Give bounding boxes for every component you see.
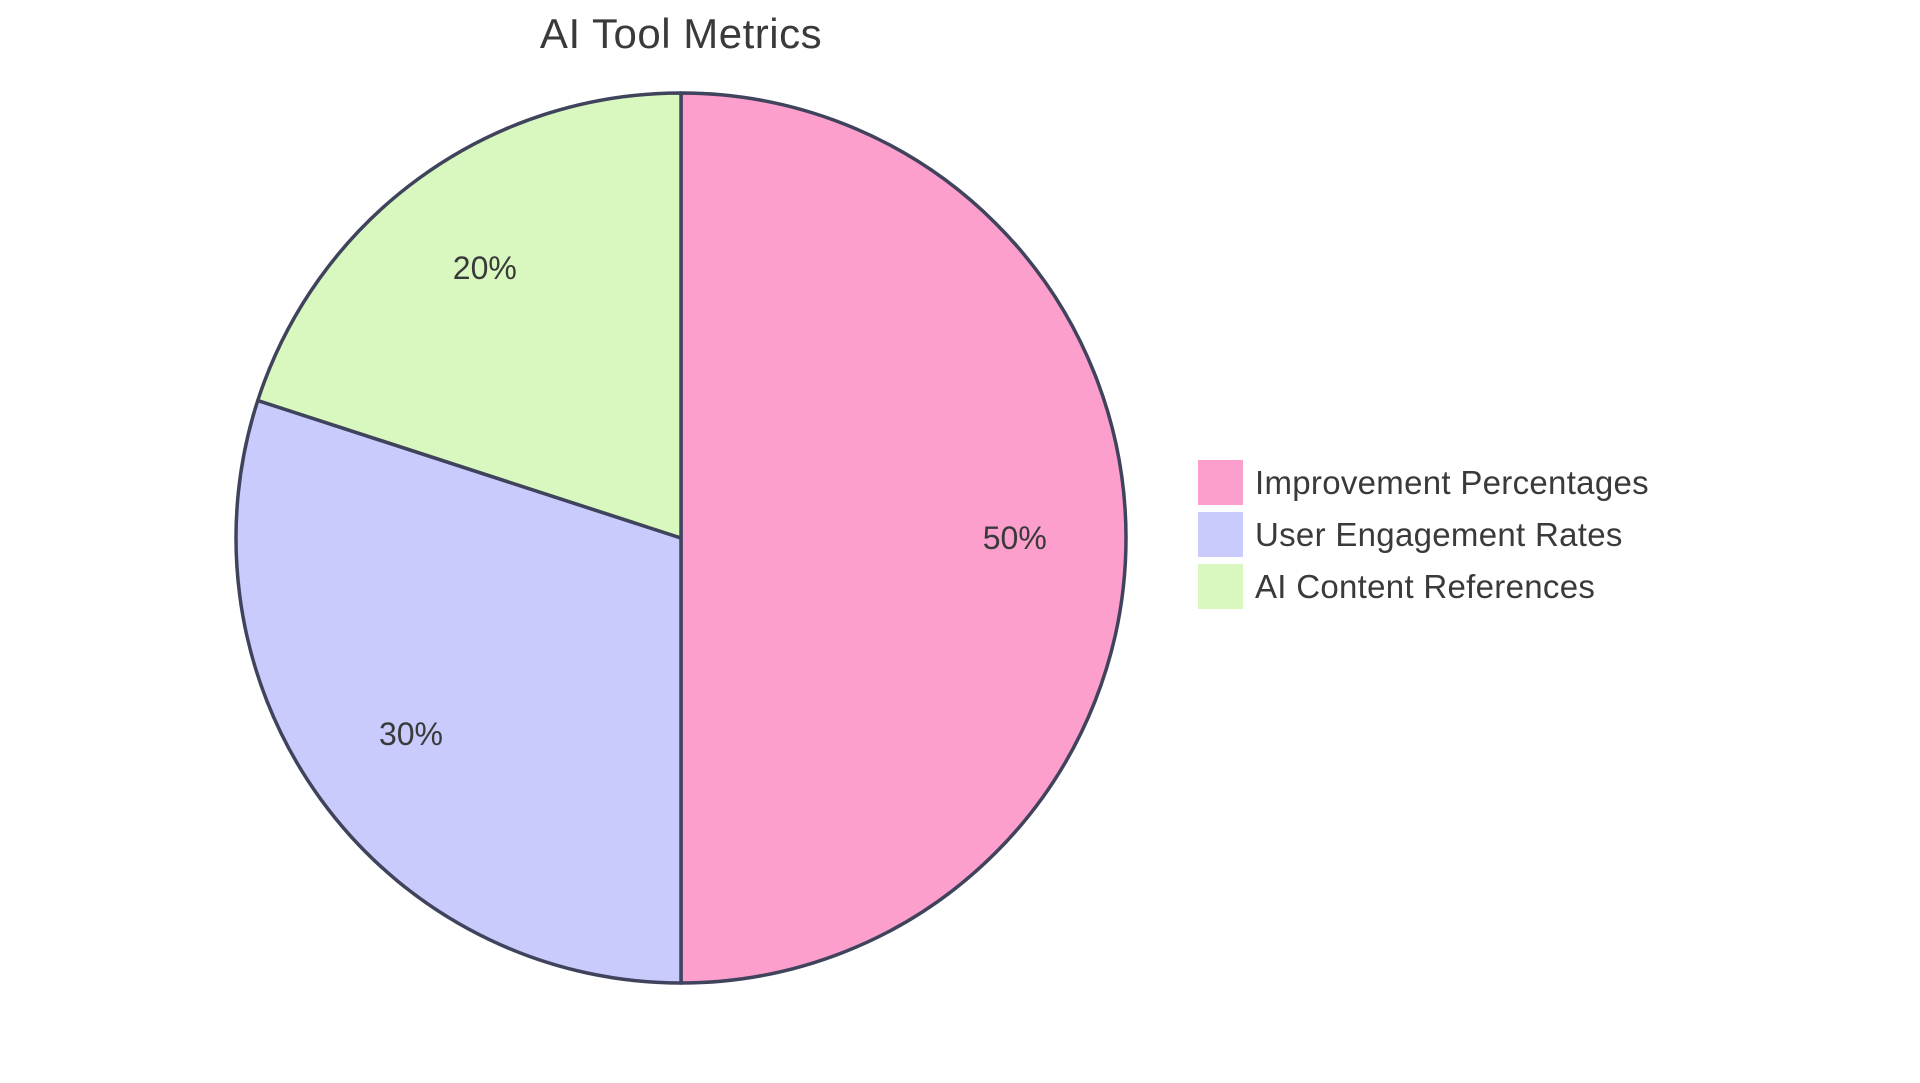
pie-slice-1: [679, 91, 1128, 985]
legend-item-2: User Engagement Rates: [1198, 512, 1649, 557]
pie-slice-2: [234, 398, 683, 985]
pie-slice-3: [256, 91, 683, 540]
chart-title: AI Tool Metrics: [539, 10, 823, 57]
legend-item-1: Improvement Percentages: [1198, 460, 1649, 505]
legend: Improvement Percentages User Engagement R…: [1198, 460, 1649, 616]
slice-percent-label: 50%: [983, 520, 1047, 556]
legend-swatch: [1198, 512, 1243, 557]
legend-label: AI Content References: [1255, 567, 1596, 605]
legend-swatch: [1198, 564, 1243, 609]
slice-percent-label: 20%: [453, 250, 517, 286]
legend-label: User Engagement Rates: [1255, 515, 1623, 553]
slice-percent-label: 30%: [379, 716, 443, 752]
legend-swatch: [1198, 460, 1243, 505]
legend-item-3: AI Content References: [1198, 564, 1649, 609]
legend-label: Improvement Percentages: [1255, 463, 1649, 501]
